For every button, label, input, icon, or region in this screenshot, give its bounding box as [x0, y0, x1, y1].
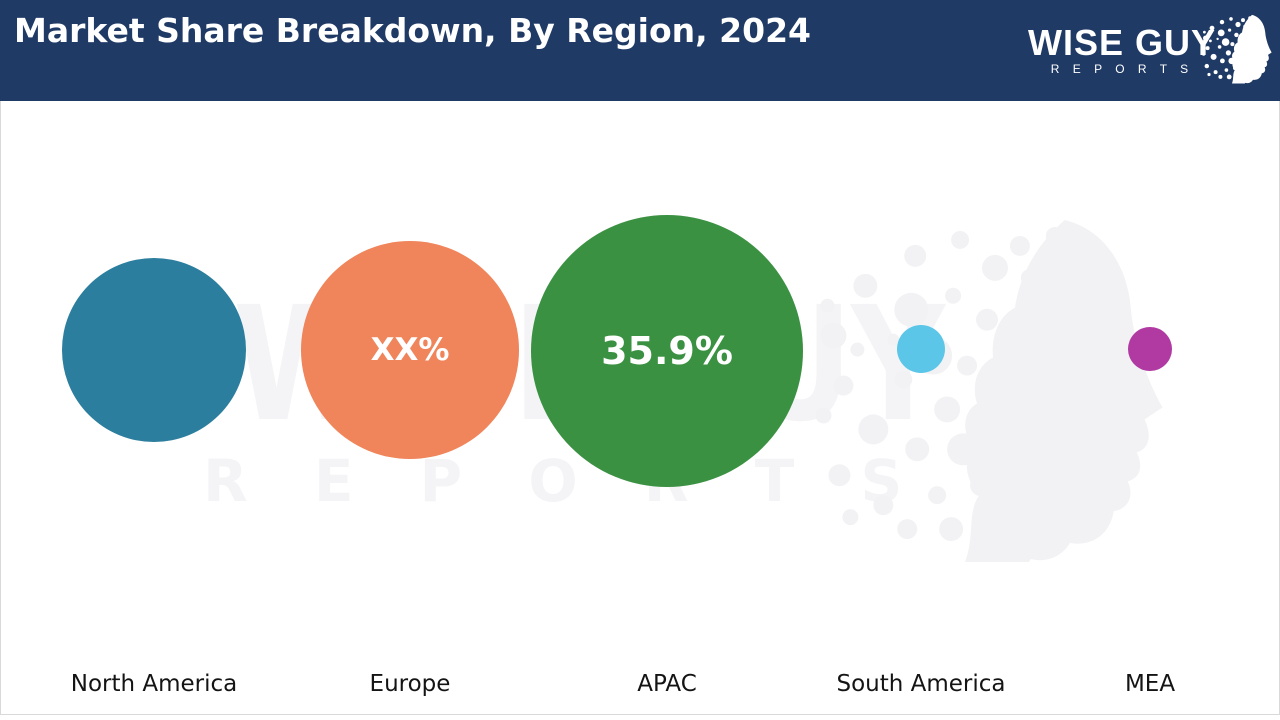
- bubble-apac: 35.9%: [531, 215, 803, 487]
- bubble-south-america: [897, 325, 945, 373]
- page-title: Market Share Breakdown, By Region, 2024: [14, 11, 811, 50]
- bubble-data-label: 35.9%: [601, 329, 733, 373]
- category-label-apac: APAC: [637, 671, 697, 697]
- category-label-europe: Europe: [369, 671, 451, 697]
- logo-subtext: R E P O R T S: [1050, 62, 1194, 77]
- bubble-mea: [1128, 327, 1172, 371]
- header-bar: Market Share Breakdown, By Region, 2024 …: [0, 0, 1280, 101]
- watermark-head-icon: [815, 219, 1163, 562]
- bubble-north-america: [62, 258, 246, 442]
- category-label-north-america: North America: [70, 671, 238, 697]
- category-label-mea: MEA: [1124, 671, 1176, 697]
- bubble-data-label: XX%: [370, 332, 450, 368]
- watermark-subtext: R E P O R T S: [203, 447, 926, 515]
- bubble-europe: XX%: [301, 241, 519, 459]
- logo-wordmark: WISE GUY: [1027, 21, 1216, 63]
- category-label-south-america: South America: [836, 671, 1006, 697]
- logo-text: WISE GUY R E P O R T S: [1028, 22, 1216, 76]
- logo-head-icon: [1202, 14, 1272, 84]
- wise-guy-logo: WISE GUY R E P O R T S: [1028, 8, 1272, 90]
